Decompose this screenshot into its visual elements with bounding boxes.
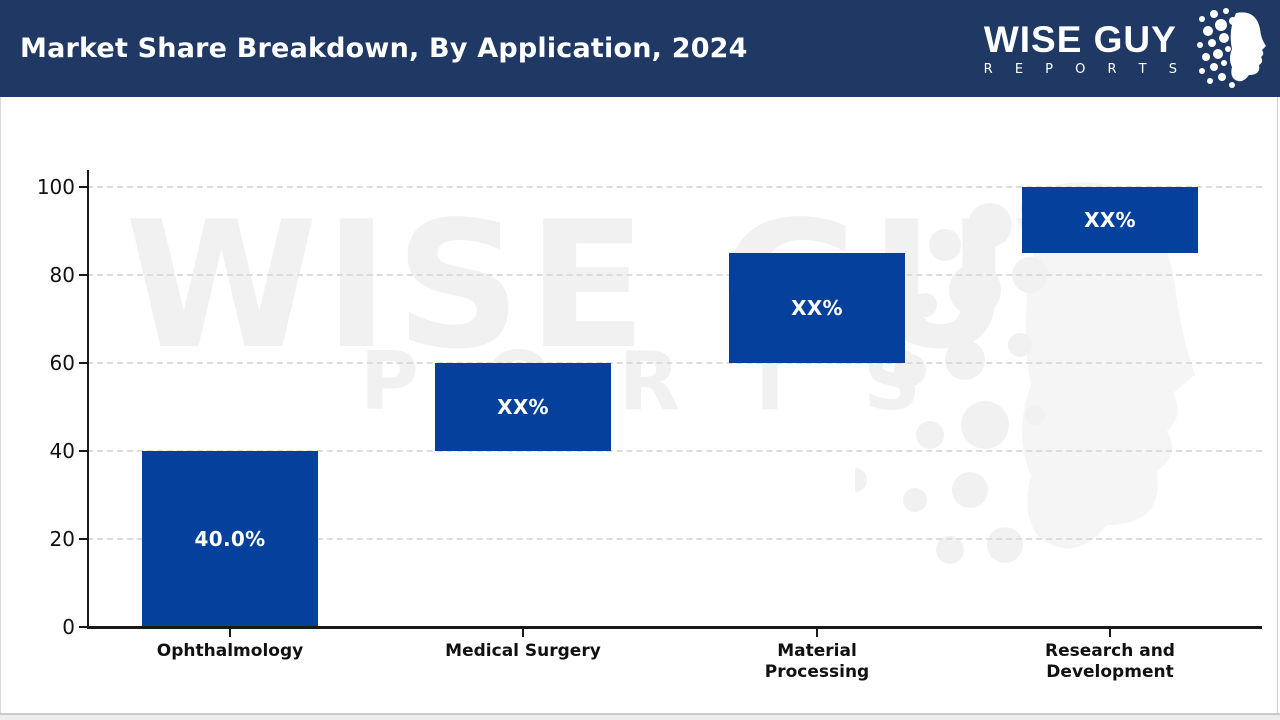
x-axis-spine — [87, 626, 1262, 629]
xtick-mark-2 — [816, 629, 818, 637]
ytick-mark-0 — [79, 626, 87, 628]
bar-research-and-development[interactable]: XX% — [1022, 187, 1198, 253]
xtick-mark-3 — [1109, 629, 1111, 637]
ytick-mark-100 — [79, 186, 87, 188]
xtick-mark-0 — [229, 629, 231, 637]
ytick-mark-60 — [79, 362, 87, 364]
xtick-mark-1 — [522, 629, 524, 637]
ytick-mark-40 — [79, 450, 87, 452]
ytick-mark-80 — [79, 274, 87, 276]
ytick-mark-20 — [79, 538, 87, 540]
gridline-y40 — [87, 450, 1262, 452]
bar-value-label: XX% — [1084, 208, 1136, 232]
bar-value-label: XX% — [497, 395, 549, 419]
category-label-2: Material Processing — [764, 641, 870, 682]
ytick-label-60: 60 — [49, 351, 75, 375]
page-title: Market Share Breakdown, By Application, … — [20, 33, 748, 64]
bar-medical-surgery[interactable]: XX% — [435, 363, 611, 451]
bottom-border — [0, 713, 1280, 715]
gridline-y80 — [87, 274, 1262, 276]
wiseguy-logo: WISE GUY R E P O R T S — [975, 0, 1270, 97]
ytick-label-20: 20 — [49, 527, 75, 551]
ytick-label-40: 40 — [49, 439, 75, 463]
header-band: Market Share Breakdown, By Application, … — [0, 0, 1280, 97]
logo-head-icon — [1197, 7, 1266, 88]
gridline-y60 — [87, 362, 1262, 364]
logo-subtext: R E P O R T S — [983, 62, 1186, 77]
category-label-1: Medical Surgery — [445, 641, 601, 661]
gridline-y100 — [87, 186, 1262, 188]
category-label-3: Research and Development — [1045, 641, 1175, 682]
bar-value-label: 40.0% — [194, 527, 266, 551]
ytick-label-80: 80 — [49, 263, 75, 287]
ytick-label-0: 0 — [62, 615, 75, 639]
bottom-strip — [0, 715, 1280, 720]
bar-material-processing[interactable]: XX% — [729, 253, 905, 363]
category-label-0: Ophthalmology — [156, 641, 304, 661]
y-axis-spine — [87, 170, 89, 629]
bar-ophthalmology[interactable]: 40.0% — [142, 451, 318, 627]
logo-wordmark: WISE GUY — [983, 19, 1177, 60]
bar-value-label: XX% — [791, 296, 843, 320]
ytick-label-100: 100 — [36, 175, 75, 199]
gridline-y20 — [87, 538, 1262, 540]
